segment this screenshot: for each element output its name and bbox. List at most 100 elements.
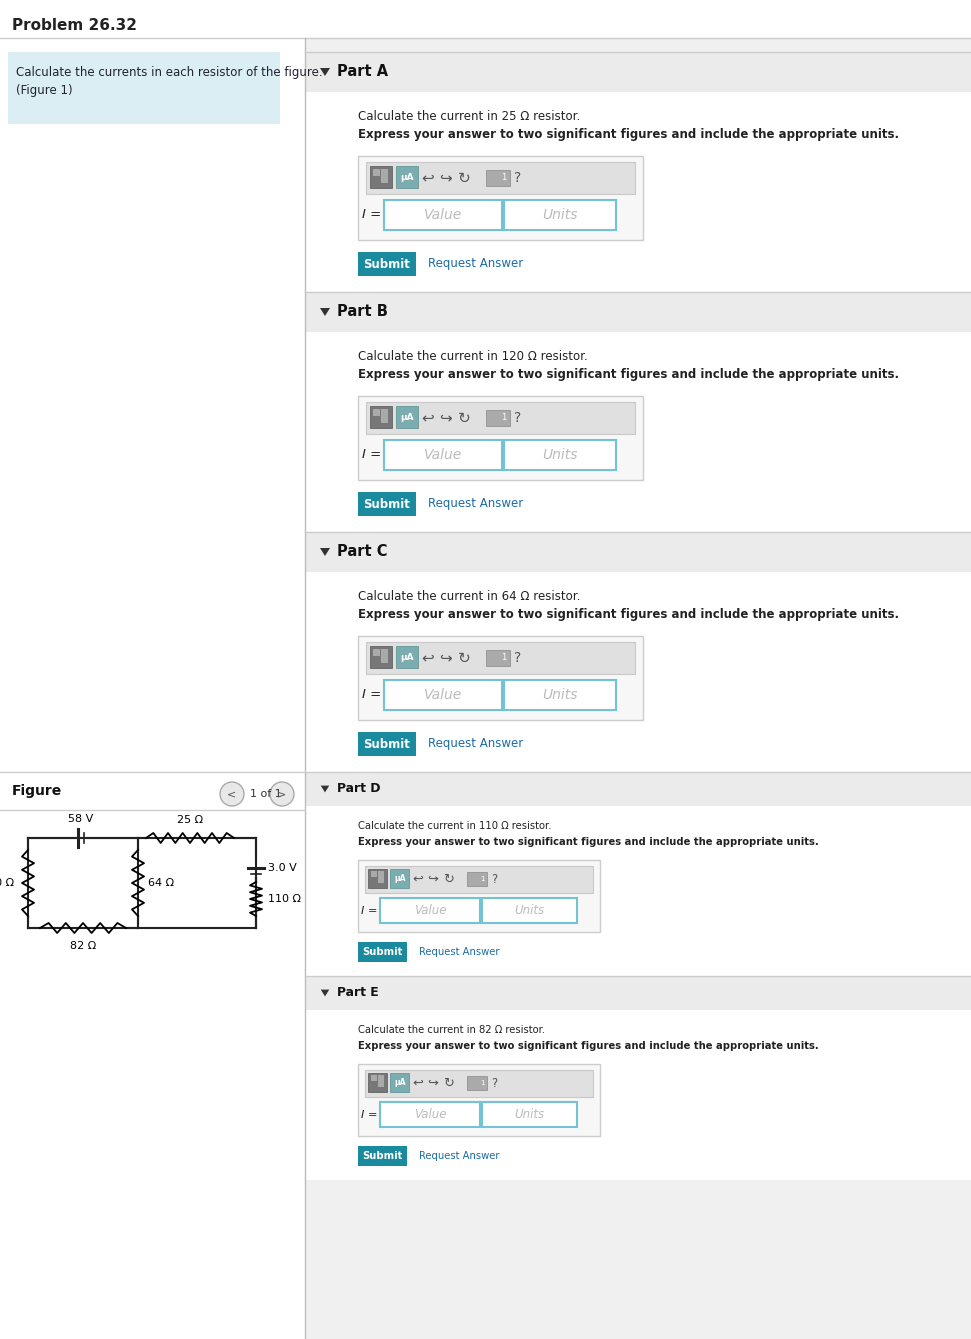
FancyBboxPatch shape — [504, 680, 616, 710]
Text: 1 of 1: 1 of 1 — [250, 789, 282, 799]
FancyBboxPatch shape — [370, 645, 392, 668]
FancyBboxPatch shape — [381, 649, 388, 663]
FancyBboxPatch shape — [380, 1102, 481, 1127]
Text: Part C: Part C — [337, 545, 387, 560]
Text: ↻: ↻ — [443, 873, 453, 885]
Text: Part E: Part E — [337, 987, 379, 999]
Text: Submit: Submit — [362, 947, 403, 957]
Text: ↻: ↻ — [457, 170, 470, 186]
FancyBboxPatch shape — [378, 872, 384, 884]
FancyBboxPatch shape — [378, 1075, 384, 1087]
Text: ↪: ↪ — [427, 873, 438, 885]
Text: ?: ? — [515, 411, 521, 424]
Polygon shape — [320, 548, 330, 556]
Text: ↪: ↪ — [427, 1077, 438, 1090]
Text: 1: 1 — [501, 414, 507, 423]
Text: Express your answer to two significant figures and include the appropriate units: Express your answer to two significant f… — [358, 1040, 819, 1051]
Text: Calculate the current in 120 Ω resistor.: Calculate the current in 120 Ω resistor. — [358, 349, 587, 363]
Text: >: > — [278, 789, 286, 799]
FancyBboxPatch shape — [504, 441, 616, 470]
Text: Submit: Submit — [362, 1152, 403, 1161]
Text: Submit: Submit — [363, 257, 411, 270]
FancyBboxPatch shape — [384, 441, 502, 470]
Text: μA: μA — [400, 652, 414, 661]
FancyBboxPatch shape — [358, 943, 407, 963]
FancyBboxPatch shape — [358, 636, 643, 720]
FancyBboxPatch shape — [371, 872, 377, 877]
Text: 120 Ω: 120 Ω — [0, 878, 14, 888]
FancyBboxPatch shape — [486, 410, 510, 426]
Text: μA: μA — [394, 874, 406, 882]
Text: Value: Value — [414, 1109, 447, 1121]
FancyBboxPatch shape — [305, 1010, 971, 1180]
Text: 64 Ω: 64 Ω — [148, 878, 174, 888]
Text: 1: 1 — [501, 174, 507, 182]
Text: ?: ? — [515, 651, 521, 665]
FancyBboxPatch shape — [370, 406, 392, 428]
Text: Part D: Part D — [337, 782, 381, 795]
FancyBboxPatch shape — [305, 292, 971, 332]
Text: Units: Units — [515, 904, 545, 917]
FancyBboxPatch shape — [305, 976, 971, 1010]
FancyBboxPatch shape — [381, 408, 388, 423]
Text: I =: I = — [361, 905, 378, 916]
Text: Express your answer to two significant figures and include the appropriate units: Express your answer to two significant f… — [358, 368, 899, 382]
Text: Value: Value — [424, 449, 462, 462]
Text: Units: Units — [542, 688, 578, 702]
Text: Request Answer: Request Answer — [419, 1152, 500, 1161]
FancyBboxPatch shape — [368, 1073, 386, 1091]
Text: μA: μA — [400, 173, 414, 182]
Text: Problem 26.32: Problem 26.32 — [12, 17, 137, 33]
FancyBboxPatch shape — [390, 1073, 409, 1091]
FancyBboxPatch shape — [396, 406, 418, 428]
Text: 82 Ω: 82 Ω — [70, 941, 96, 951]
Text: μA: μA — [400, 412, 414, 422]
Text: Submit: Submit — [363, 498, 411, 510]
FancyBboxPatch shape — [365, 1070, 593, 1097]
FancyBboxPatch shape — [358, 732, 416, 757]
Text: ↩: ↩ — [412, 873, 423, 885]
Text: ↩: ↩ — [421, 651, 434, 665]
Text: ↪: ↪ — [440, 170, 452, 186]
Polygon shape — [320, 68, 330, 76]
Text: Calculate the current in 64 Ω resistor.: Calculate the current in 64 Ω resistor. — [358, 590, 581, 603]
Text: 58 V: 58 V — [68, 814, 93, 823]
FancyBboxPatch shape — [384, 200, 502, 230]
Polygon shape — [320, 990, 329, 996]
FancyBboxPatch shape — [504, 200, 616, 230]
Text: Units: Units — [515, 1109, 545, 1121]
Polygon shape — [320, 786, 329, 793]
FancyBboxPatch shape — [305, 52, 971, 92]
Polygon shape — [320, 308, 330, 316]
Circle shape — [270, 782, 294, 806]
Text: 1: 1 — [501, 653, 507, 663]
Text: ↻: ↻ — [457, 411, 470, 426]
Text: I =: I = — [362, 449, 382, 462]
Text: ?: ? — [515, 171, 521, 185]
Text: ↩: ↩ — [421, 411, 434, 426]
Text: Units: Units — [542, 449, 578, 462]
Text: 25 Ω: 25 Ω — [177, 815, 203, 825]
Text: Part A: Part A — [337, 64, 388, 79]
FancyBboxPatch shape — [305, 773, 971, 806]
Text: Request Answer: Request Answer — [419, 947, 500, 957]
Text: Value: Value — [424, 208, 462, 222]
FancyBboxPatch shape — [486, 170, 510, 186]
Text: Express your answer to two significant figures and include the appropriate units: Express your answer to two significant f… — [358, 608, 899, 621]
FancyBboxPatch shape — [384, 680, 502, 710]
Text: ↩: ↩ — [421, 170, 434, 186]
FancyBboxPatch shape — [373, 169, 380, 175]
FancyBboxPatch shape — [358, 861, 600, 932]
FancyBboxPatch shape — [358, 1065, 600, 1135]
Text: Express your answer to two significant figures and include the appropriate units: Express your answer to two significant f… — [358, 129, 899, 141]
Text: ?: ? — [491, 873, 497, 885]
Text: ↪: ↪ — [440, 651, 452, 665]
Circle shape — [220, 782, 244, 806]
Text: <: < — [227, 789, 237, 799]
FancyBboxPatch shape — [482, 898, 578, 924]
Text: Units: Units — [542, 208, 578, 222]
FancyBboxPatch shape — [368, 869, 386, 888]
Text: Value: Value — [414, 904, 447, 917]
Text: Request Answer: Request Answer — [428, 738, 523, 750]
Text: 110 Ω: 110 Ω — [268, 894, 301, 904]
